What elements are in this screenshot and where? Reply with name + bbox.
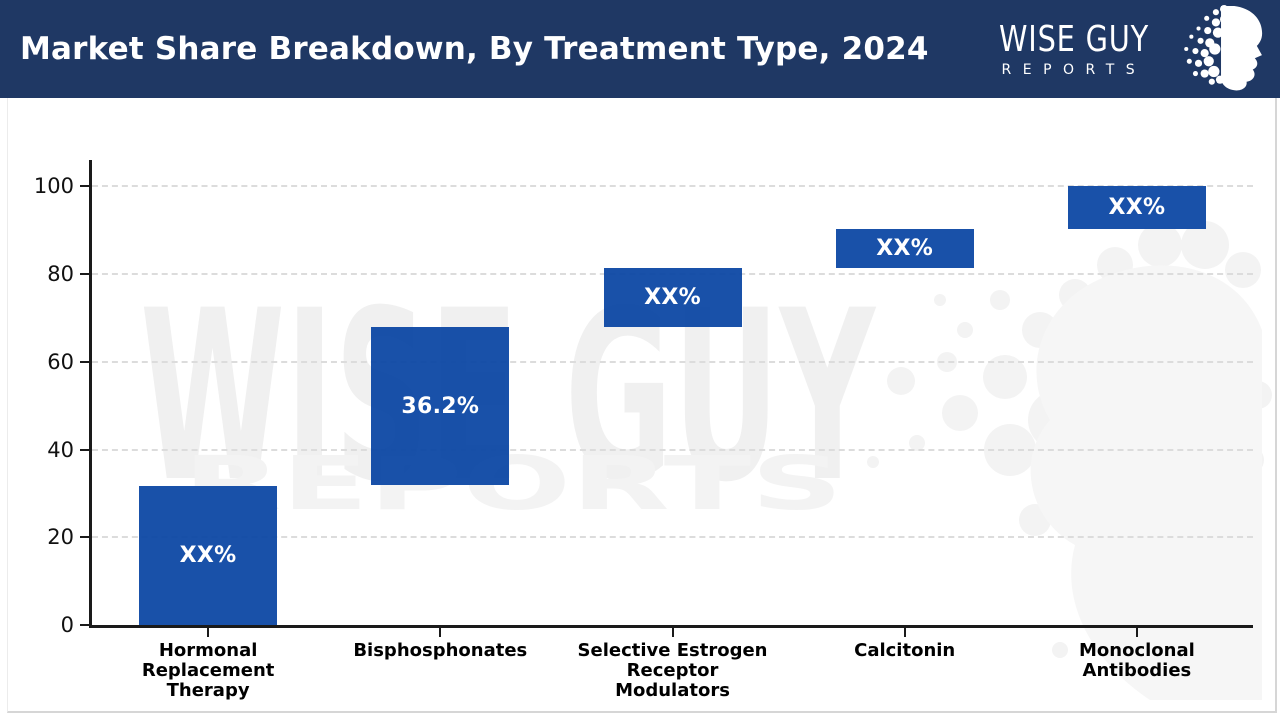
y-axis-tick xyxy=(80,273,89,276)
y-tick-label: 80 xyxy=(47,262,74,287)
logo-subtitle: REPORTS xyxy=(1001,61,1147,78)
logo-wordmark: WISE GUY xyxy=(998,18,1149,60)
wise-guy-reports-logo: WISE GUY REPORTS xyxy=(999,4,1269,94)
x-axis-tick xyxy=(207,628,210,637)
gridline-y40 xyxy=(92,448,1253,451)
x-axis-tick xyxy=(671,628,674,637)
bar-2: 36.2% xyxy=(371,326,510,486)
bar-5: XX% xyxy=(1067,186,1206,230)
plot-area: 0 20 40 60 80 100 XX% Hormonal Replacement Ther… xyxy=(34,160,1253,701)
y-tick-label: 20 xyxy=(47,525,74,550)
bar-value-label: XX% xyxy=(1108,195,1166,221)
y-tick-label: 100 xyxy=(33,174,74,199)
y-axis-tick xyxy=(80,360,89,363)
category-label: Monoclonal Antibodies xyxy=(1078,640,1195,681)
bar-value-label: XX% xyxy=(644,284,701,310)
category-label: Hormonal Replacement Therapy xyxy=(141,640,275,701)
category-label: Selective Estrogen Receptor Modulators xyxy=(577,640,768,701)
page-title: Market Share Breakdown, By Treatment Typ… xyxy=(20,31,929,67)
header-bar: Market Share Breakdown, By Treatment Typ… xyxy=(0,0,1280,98)
bar-value-label: XX% xyxy=(179,542,237,568)
bar-4: XX% xyxy=(835,229,974,268)
logo-face-icon xyxy=(1184,5,1263,91)
bar-1: XX% xyxy=(139,485,278,625)
x-axis-tick xyxy=(1135,628,1138,637)
y-axis-tick xyxy=(80,624,89,626)
y-axis-tick xyxy=(80,185,89,188)
y-axis-tick xyxy=(80,536,89,539)
x-axis-tick xyxy=(439,628,442,637)
y-axis-tick xyxy=(80,448,89,451)
bar-value-label: 36.2% xyxy=(401,393,480,419)
y-tick-label: 0 xyxy=(60,613,74,637)
y-tick-label: 60 xyxy=(47,349,74,374)
gridline-y100 xyxy=(92,185,1253,188)
bar-value-label: XX% xyxy=(876,236,934,262)
category-label: Calcitonin xyxy=(854,640,956,661)
bar-3: XX% xyxy=(603,267,742,327)
category-label: Bisphosphonates xyxy=(353,640,528,661)
y-tick-label: 40 xyxy=(47,437,74,462)
gridline-y20 xyxy=(92,536,1253,539)
content-frame xyxy=(7,97,1277,713)
gridline-y60 xyxy=(92,360,1253,363)
x-axis-tick xyxy=(903,628,906,637)
logo-text: WISE GUY REPORTS xyxy=(998,18,1187,78)
